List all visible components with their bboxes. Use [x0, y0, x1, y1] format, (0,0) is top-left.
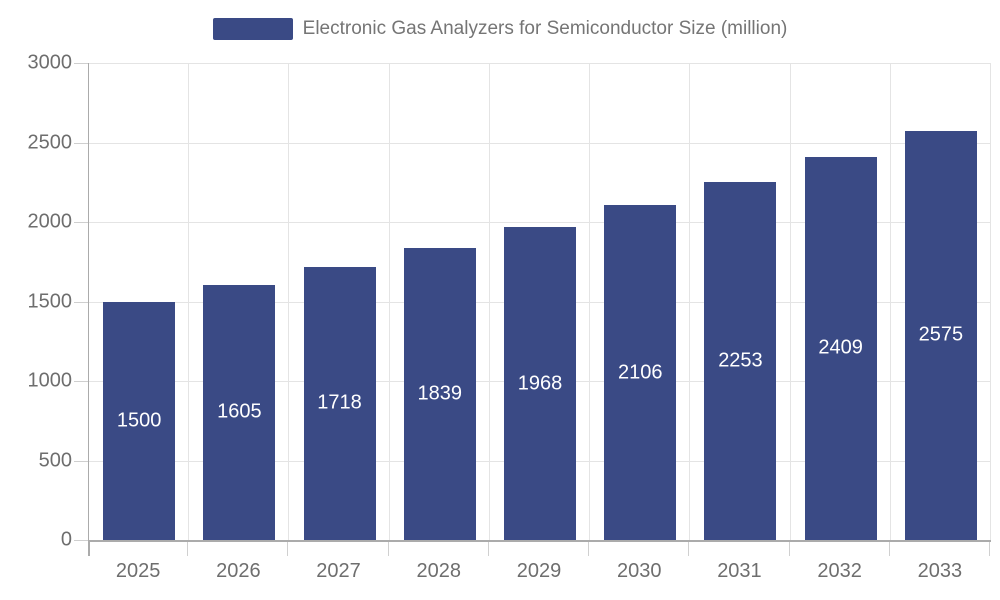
bar-value-label: 1605 — [217, 400, 262, 423]
x-axis-tick-label: 2027 — [316, 560, 361, 582]
y-tick-mark — [74, 381, 88, 382]
h-gridline — [89, 63, 991, 64]
v-gridline — [889, 63, 891, 540]
v-gridline — [589, 63, 591, 540]
chart-legend: Electronic Gas Analyzers for Semiconduct… — [0, 18, 1000, 40]
x-axis-tick-label: 2033 — [917, 560, 963, 582]
v-gridline — [388, 63, 390, 540]
x-tick-mark — [688, 542, 690, 556]
y-axis-tick-label: 2000 — [27, 210, 73, 233]
legend-color-swatch — [212, 18, 293, 40]
x-axis-tick-label: 2026 — [216, 560, 261, 582]
bar-value-label: 2106 — [617, 361, 663, 384]
x-axis-tick-label: 2030 — [616, 560, 662, 582]
bar-2030[interactable]: 2106 — [604, 205, 677, 540]
bar-value-label: 2253 — [718, 349, 763, 372]
y-tick-mark — [74, 540, 88, 541]
v-gridline — [990, 63, 991, 540]
legend-item[interactable]: Electronic Gas Analyzers for Semiconduct… — [212, 18, 788, 40]
x-tick-mark — [788, 542, 790, 556]
h-gridline — [89, 142, 991, 144]
y-axis-tick-label: 3000 — [27, 51, 73, 74]
v-gridline — [689, 63, 691, 540]
bar-value-label: 1500 — [116, 409, 162, 432]
bar-value-label: 2575 — [918, 323, 964, 346]
x-tick-mark — [888, 542, 890, 556]
y-axis-tick-label: 1000 — [27, 369, 73, 392]
legend-label: Electronic Gas Analyzers for Semiconduct… — [302, 18, 788, 39]
bar-2027[interactable]: 1718 — [303, 266, 376, 540]
y-axis-labels: 0 500 1000 1500 2000 2500 3000 — [0, 52, 73, 551]
x-axis-tick-label: 2025 — [115, 560, 161, 582]
x-axis-tick-label: 2029 — [516, 560, 562, 582]
y-tick-mark — [74, 142, 88, 144]
bar-value-label: 1968 — [517, 372, 563, 395]
x-tick-mark — [287, 542, 289, 556]
bar-2026[interactable]: 1605 — [203, 284, 276, 540]
bar-2029[interactable]: 1968 — [504, 227, 576, 540]
bar-2025[interactable]: 1500 — [103, 301, 176, 540]
x-axis-tick-label: 2032 — [817, 560, 862, 582]
y-axis-tick-label: 500 — [38, 449, 72, 471]
x-tick-mark — [88, 542, 90, 556]
x-axis-tick-label: 2028 — [416, 560, 462, 582]
x-tick-mark — [588, 542, 590, 556]
bar-2028[interactable]: 1839 — [403, 247, 476, 540]
y-tick-mark — [74, 63, 88, 64]
x-axis-tick-label: 2031 — [717, 560, 762, 582]
bar-2033[interactable]: 2575 — [904, 130, 977, 540]
v-gridline — [288, 63, 290, 540]
y-tick-mark — [74, 222, 88, 223]
h-gridline — [89, 222, 991, 223]
y-axis-tick-label: 1500 — [27, 290, 73, 312]
v-gridline — [188, 63, 190, 540]
bar-value-label: 1839 — [417, 382, 463, 405]
v-gridline — [488, 63, 490, 540]
x-tick-mark — [387, 542, 389, 556]
x-axis-ticks — [88, 542, 990, 556]
y-tick-mark — [74, 460, 88, 462]
bar-2031[interactable]: 2253 — [704, 181, 777, 540]
x-tick-mark — [487, 542, 489, 556]
plot-area: 1500 1605 1718 1839 1968 2106 2253 2409 2575 — [88, 63, 991, 542]
y-tick-mark — [74, 301, 88, 303]
y-axis-tick-label: 0 — [60, 528, 72, 551]
x-tick-mark — [989, 542, 990, 556]
bar-value-label: 2409 — [818, 336, 863, 359]
x-axis-labels: 2025 2026 2027 2028 2029 2030 2031 2032 2033 — [88, 560, 990, 588]
y-axis-ticks — [74, 63, 88, 541]
v-gridline — [789, 63, 791, 540]
y-axis-tick-label: 2500 — [27, 131, 73, 153]
x-tick-mark — [187, 542, 189, 556]
bar-2032[interactable]: 2409 — [804, 156, 877, 540]
bar-value-label: 1718 — [317, 391, 362, 414]
